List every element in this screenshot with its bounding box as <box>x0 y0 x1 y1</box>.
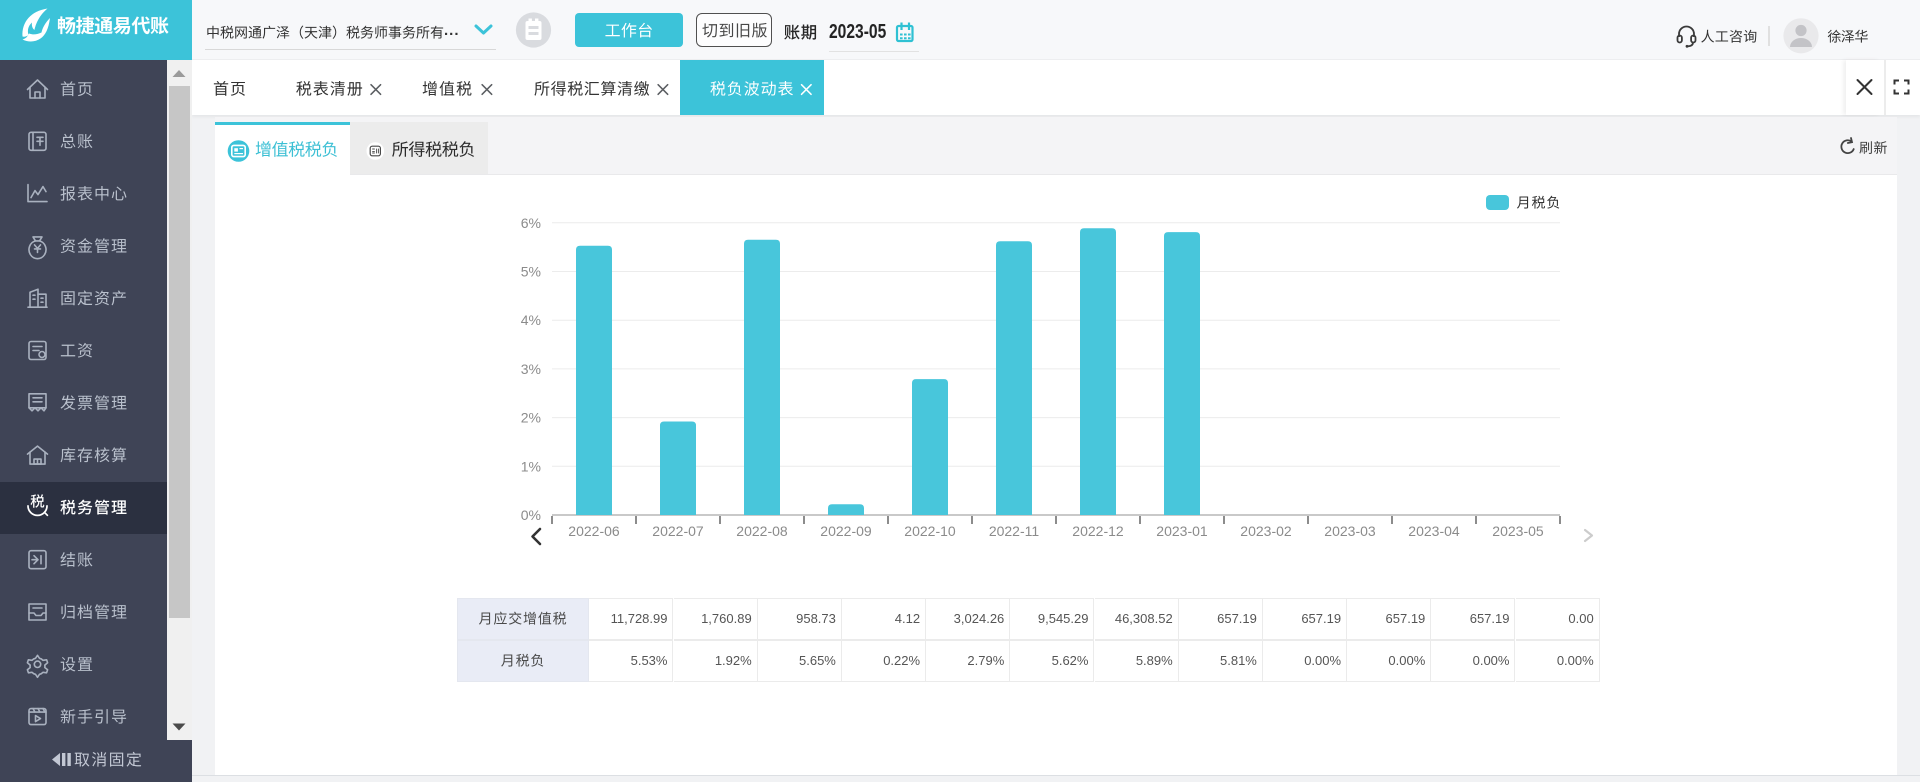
svg-text:2022-10: 2022-10 <box>904 523 956 539</box>
svg-text:2%: 2% <box>521 410 541 426</box>
svg-text:5%: 5% <box>521 264 541 280</box>
svg-text:4%: 4% <box>521 312 541 328</box>
svg-text:2023-02: 2023-02 <box>1240 523 1292 539</box>
svg-text:2023-01: 2023-01 <box>1156 523 1208 539</box>
svg-text:1%: 1% <box>521 458 541 474</box>
svg-text:2023-05: 2023-05 <box>1492 523 1544 539</box>
svg-text:2022-09: 2022-09 <box>820 523 872 539</box>
svg-text:2023-03: 2023-03 <box>1324 523 1376 539</box>
svg-text:2022-06: 2022-06 <box>568 523 620 539</box>
svg-text:2022-12: 2022-12 <box>1072 523 1124 539</box>
svg-text:2022-11: 2022-11 <box>989 523 1040 539</box>
svg-text:2022-08: 2022-08 <box>736 523 788 539</box>
svg-text:2022-07: 2022-07 <box>652 523 704 539</box>
svg-text:0%: 0% <box>521 507 541 523</box>
svg-text:3%: 3% <box>521 361 541 377</box>
svg-text:6%: 6% <box>521 215 541 231</box>
svg-text:2023-04: 2023-04 <box>1408 523 1460 539</box>
